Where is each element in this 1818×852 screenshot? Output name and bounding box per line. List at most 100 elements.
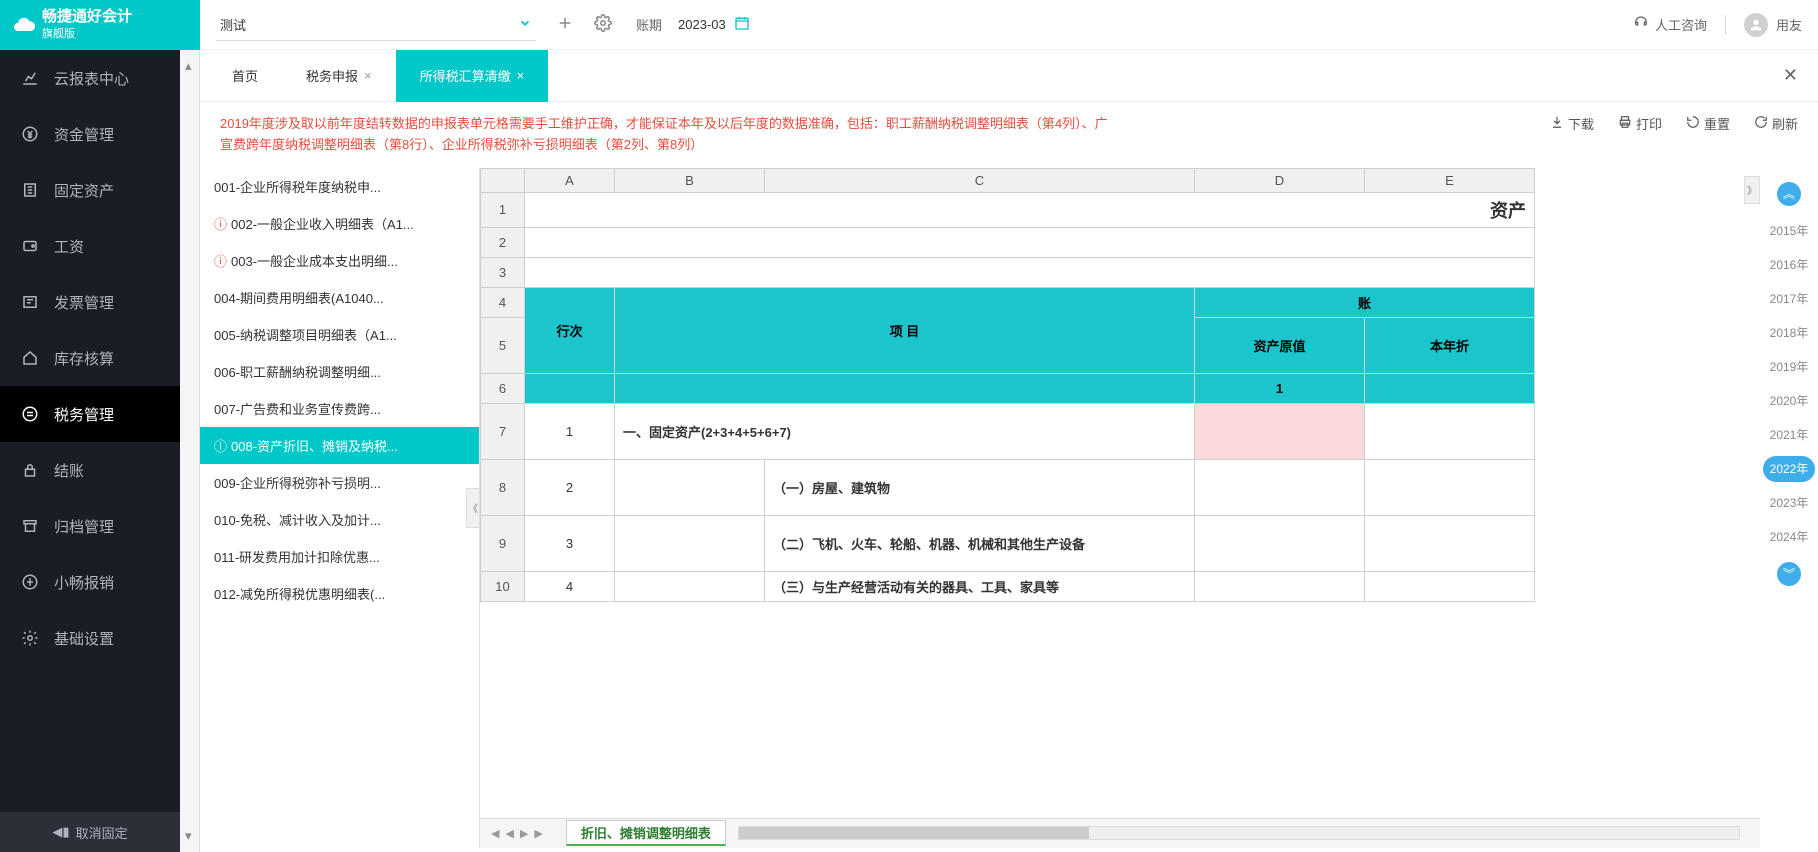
row-header[interactable]: 10 — [481, 571, 525, 601]
cell[interactable] — [615, 515, 765, 571]
close-all-tabs-icon[interactable]: ✕ — [1783, 65, 1798, 86]
year-item[interactable]: 2018年 — [1763, 320, 1815, 346]
scroll-down-icon[interactable]: ▾ — [185, 828, 192, 844]
cell[interactable] — [1365, 403, 1535, 459]
tab-home[interactable]: 首页 — [208, 50, 282, 102]
cell[interactable]: 项 目 — [615, 287, 1195, 373]
sidebar-item-fixed-assets[interactable]: 固定资产 — [0, 162, 180, 218]
download-button[interactable]: 下载 — [1550, 114, 1594, 133]
add-icon[interactable] — [556, 14, 574, 35]
sheet-tab[interactable]: 折旧、摊销调整明细表 — [566, 820, 726, 846]
sheet-grid[interactable]: A B C D E 1 资产 2 3 4 行次 项 目 — [480, 168, 1760, 818]
col-header[interactable]: B — [615, 168, 765, 192]
row-header[interactable]: 8 — [481, 459, 525, 515]
cell[interactable] — [525, 373, 615, 403]
tab-income-tax-settlement[interactable]: 所得税汇算清缴 × — [396, 50, 549, 102]
cell[interactable]: 账 — [1195, 287, 1535, 317]
sidebar-item-invoice[interactable]: 发票管理 — [0, 274, 180, 330]
sidebar-item-tax[interactable]: 税务管理 — [0, 386, 180, 442]
cell[interactable]: 4 — [525, 571, 615, 601]
reset-button[interactable]: 重置 — [1686, 114, 1730, 133]
year-item[interactable]: 2019年 — [1763, 354, 1815, 380]
year-item[interactable]: 2017年 — [1763, 286, 1815, 312]
cell[interactable]: （二）飞机、火车、轮船、机器、机械和其他生产设备 — [765, 515, 1195, 571]
year-scroll-up[interactable]: ︽ — [1777, 182, 1801, 206]
row-header[interactable]: 9 — [481, 515, 525, 571]
settings-icon[interactable] — [594, 14, 612, 35]
sheet-title[interactable]: 资产 — [525, 192, 1535, 227]
sidebar-item-cloud-report[interactable]: 云报表中心 — [0, 50, 180, 106]
cell[interactable] — [615, 459, 765, 515]
sidebar-item-inventory[interactable]: 库存核算 — [0, 330, 180, 386]
cell[interactable] — [525, 227, 1535, 257]
form-list-item[interactable]: 007-广告费和业务宣传费跨... — [200, 390, 479, 427]
sidebar-item-archive[interactable]: 归档管理 — [0, 498, 180, 554]
sidebar-scrollbar[interactable]: ▴ ▾ — [180, 50, 200, 852]
row-header[interactable]: 2 — [481, 227, 525, 257]
cell[interactable] — [1365, 571, 1535, 601]
row-header[interactable]: 7 — [481, 403, 525, 459]
year-item[interactable]: 2024年 — [1763, 524, 1815, 550]
form-list-item[interactable]: 001-企业所得税年度纳税申... — [200, 168, 479, 205]
expand-handle[interactable]: 》 — [1744, 176, 1760, 204]
col-header[interactable]: A — [525, 168, 615, 192]
sidebar-unpin[interactable]: ◀▮ 取消固定 — [0, 812, 180, 852]
refresh-button[interactable]: 刷新 — [1754, 114, 1798, 133]
sidebar-item-salary[interactable]: 工资 — [0, 218, 180, 274]
col-header[interactable]: D — [1195, 168, 1365, 192]
year-item[interactable]: 2022年 — [1763, 456, 1815, 482]
sheet-nav-next-icon[interactable]: ▶ — [520, 827, 528, 840]
form-list-item[interactable]: 005-纳税调整项目明细表（A1... — [200, 316, 479, 353]
sheet-corner[interactable] — [481, 168, 525, 192]
form-list-item[interactable]: ⓘ003-一般企业成本支出明细... — [200, 242, 479, 279]
cell[interactable]: 本年折 — [1365, 317, 1535, 373]
tab-tax-declare[interactable]: 税务申报 × — [282, 50, 396, 102]
cell[interactable]: 1 — [1195, 373, 1365, 403]
cell[interactable] — [1365, 515, 1535, 571]
close-icon[interactable]: × — [364, 68, 372, 83]
cell[interactable]: （一）房屋、建筑物 — [765, 459, 1195, 515]
row-header[interactable]: 5 — [481, 317, 525, 373]
sidebar-item-funds[interactable]: 资金管理 — [0, 106, 180, 162]
year-item[interactable]: 2020年 — [1763, 388, 1815, 414]
cell[interactable] — [525, 257, 1535, 287]
form-list-item[interactable]: ⓘ008-资产折旧、摊销及纳税... — [200, 427, 479, 464]
consult-link[interactable]: 人工咨询 — [1633, 15, 1707, 34]
scroll-up-icon[interactable]: ▴ — [185, 58, 192, 74]
sheet-hscroll[interactable] — [738, 826, 1740, 840]
form-list-item[interactable]: 010-免税、减计收入及加计... — [200, 501, 479, 538]
sidebar-item-reimburse[interactable]: 小畅报销 — [0, 554, 180, 610]
year-item[interactable]: 2021年 — [1763, 422, 1815, 448]
row-header[interactable]: 1 — [481, 192, 525, 227]
cell[interactable]: 一、固定资产(2+3+4+5+6+7) — [615, 403, 1195, 459]
form-list-item[interactable]: ⓘ002-一般企业收入明细表（A1... — [200, 205, 479, 242]
cell[interactable]: 1 — [525, 403, 615, 459]
form-list-item[interactable]: 004-期间费用明细表(A1040... — [200, 279, 479, 316]
year-item[interactable]: 2023年 — [1763, 490, 1815, 516]
cell[interactable] — [1195, 459, 1365, 515]
cell[interactable] — [615, 373, 1195, 403]
cell[interactable] — [1195, 515, 1365, 571]
close-icon[interactable]: × — [517, 68, 525, 83]
form-list-item[interactable]: 006-职工薪酬纳税调整明细... — [200, 353, 479, 390]
row-header[interactable]: 3 — [481, 257, 525, 287]
calendar-icon[interactable] — [734, 15, 750, 34]
form-list-item[interactable]: 011-研发费用加计扣除优惠... — [200, 538, 479, 575]
cell[interactable]: 资产原值 — [1195, 317, 1365, 373]
year-scroll-down[interactable]: ︾ — [1777, 562, 1801, 586]
sheet-nav-prev-icon[interactable]: ◀ — [505, 827, 513, 840]
col-header[interactable]: E — [1365, 168, 1535, 192]
account-selector[interactable]: 测试 — [216, 9, 536, 41]
cell[interactable] — [615, 571, 765, 601]
year-item[interactable]: 2016年 — [1763, 252, 1815, 278]
user-menu[interactable]: 用友 — [1744, 13, 1802, 37]
sidebar-item-closing[interactable]: 结账 — [0, 442, 180, 498]
sheet-nav-last-icon[interactable]: ▶ — [534, 827, 542, 840]
cell[interactable] — [1195, 403, 1365, 459]
cell[interactable]: 行次 — [525, 287, 615, 373]
row-header[interactable]: 4 — [481, 287, 525, 317]
form-list-item[interactable]: 012-减免所得税优惠明细表(... — [200, 575, 479, 612]
sidebar-item-settings[interactable]: 基础设置 — [0, 610, 180, 666]
cell[interactable] — [1365, 373, 1535, 403]
collapse-handle[interactable]: 《 — [466, 488, 480, 528]
